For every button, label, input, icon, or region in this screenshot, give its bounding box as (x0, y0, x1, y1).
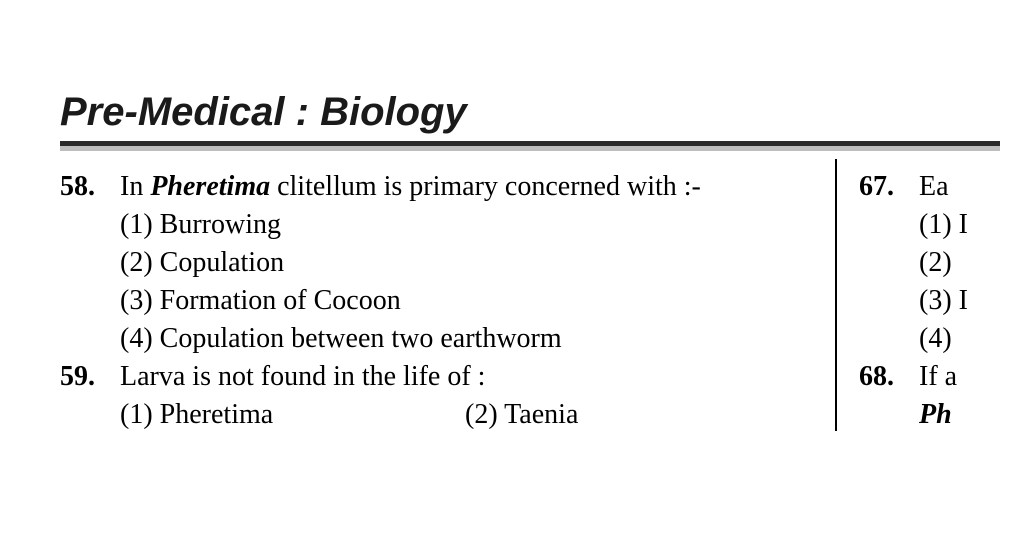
page: Pre-Medical : Biology 58. In Pheretima c… (0, 0, 1024, 431)
question-text: If a (919, 361, 957, 393)
question-number: 68. (859, 361, 919, 393)
q67-option-4: (4) (919, 323, 1000, 355)
left-column: 58. In Pheretima clitellum is primary co… (60, 159, 835, 431)
question-number: 58. (60, 171, 120, 203)
question-58: 58. In Pheretima clitellum is primary co… (60, 171, 835, 203)
q58-italic-term: Pheretima (150, 171, 270, 202)
q58-option-3: (3) Formation of Cocoon (120, 285, 835, 317)
q59-options-row: (1) Pheretima (2) Taenia (120, 399, 835, 431)
question-text: Ea (919, 171, 949, 203)
q67-option-2: (2) (919, 247, 1000, 279)
title-underline (60, 141, 1000, 151)
question-number: 67. (859, 171, 919, 203)
q68-ph-text: Ph (919, 399, 1000, 431)
page-title: Pre-Medical : Biology (60, 90, 1004, 135)
q59-option-1: (1) Pheretima (120, 399, 465, 431)
question-59: 59. Larva is not found in the life of : (60, 361, 835, 393)
q59-opt2-italic: Taenia (504, 399, 578, 430)
q67-option-3: (3) I (919, 285, 1000, 317)
q58-prefix: In (120, 171, 150, 202)
columns: 58. In Pheretima clitellum is primary co… (60, 159, 1004, 431)
question-number: 59. (60, 361, 120, 393)
title-section: Pre-Medical : Biology (60, 90, 1004, 151)
q58-suffix: clitellum is primary concerned with :- (270, 171, 701, 202)
q59-option-2: (2) Taenia (465, 399, 810, 431)
q59-opt2-num: (2) (465, 399, 504, 430)
q58-option-4: (4) Copulation between two earthworm (120, 323, 835, 355)
right-column: 67. Ea (1) I (2) (3) I (4) 68. If a Ph (835, 159, 1000, 431)
question-text: Larva is not found in the life of : (120, 361, 485, 393)
question-text: In Pheretima clitellum is primary concer… (120, 171, 701, 203)
q59-opt1-italic: Pheretima (160, 399, 274, 430)
question-67: 67. Ea (859, 171, 1000, 203)
underline-light (60, 146, 1000, 151)
q58-option-1: (1) Burrowing (120, 209, 835, 241)
question-68: 68. If a (859, 361, 1000, 393)
q59-opt1-num: (1) (120, 399, 160, 430)
q67-option-1: (1) I (919, 209, 1000, 241)
q58-option-2: (2) Copulation (120, 247, 835, 279)
